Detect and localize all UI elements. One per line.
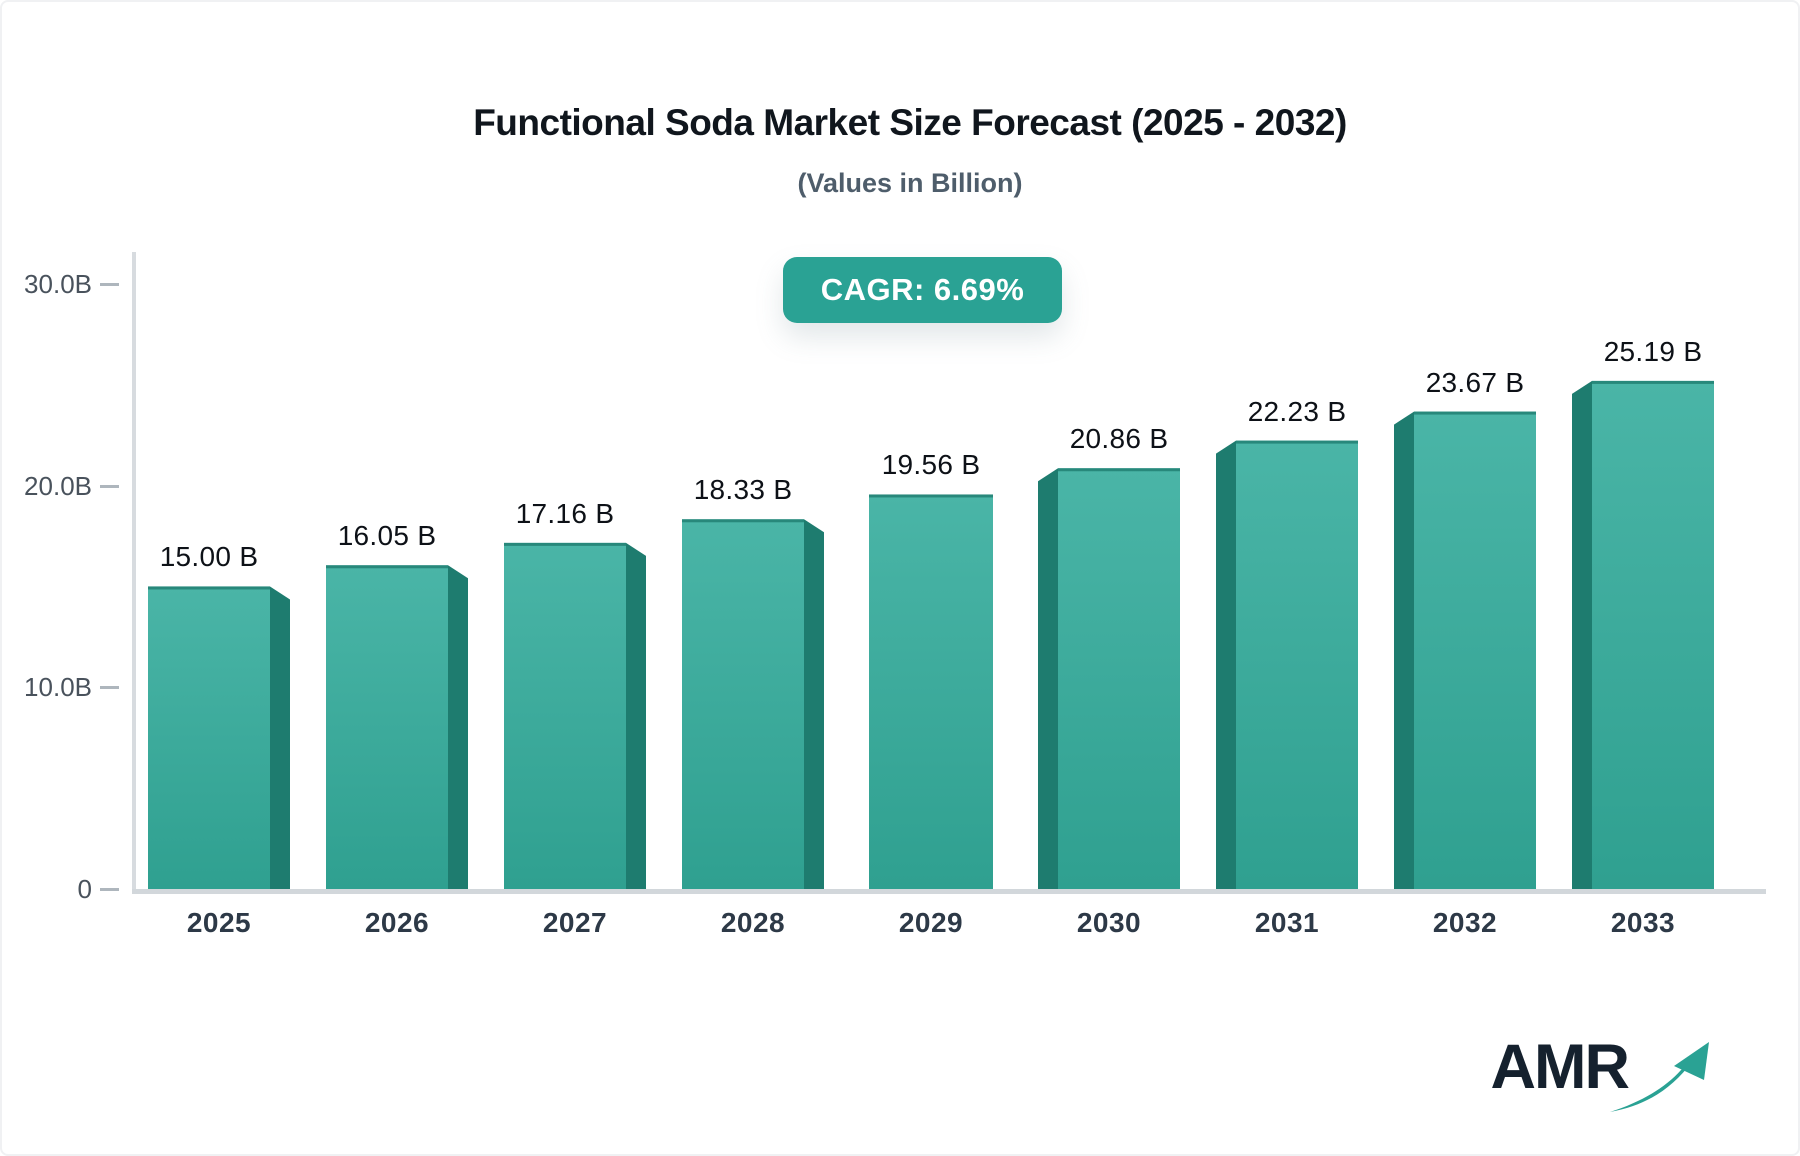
bar-side-face [270, 586, 290, 889]
bar-side-face [1038, 468, 1058, 889]
bar-value-label: 20.86 B [1069, 423, 1169, 455]
bar-value-label: 23.67 B [1425, 366, 1525, 398]
y-axis-tick-label: 30.0B [24, 268, 92, 299]
bar-top-edge [1592, 380, 1714, 384]
bar-top-edge [1236, 440, 1358, 444]
x-axis-label: 2026 [364, 907, 430, 938]
bar-side-face [448, 565, 468, 889]
bar-top-edge [326, 565, 448, 569]
bar-side-face [1394, 411, 1414, 889]
y-axis-line [132, 252, 136, 893]
x-axis-label: 2029 [898, 907, 964, 938]
y-axis-tick-label: 10.0B [24, 672, 92, 703]
amr-logo-text: AMR [1490, 1032, 1630, 1102]
bar-value-label: 25.19 B [1603, 335, 1703, 367]
y-axis-tick-mark [100, 484, 119, 488]
bar [148, 586, 270, 889]
bar-side-face [1572, 380, 1592, 889]
bar-top-edge [504, 542, 626, 546]
bar [1592, 380, 1714, 889]
bar-value-label: 17.16 B [515, 497, 615, 529]
y-axis-tick-mark [100, 282, 119, 286]
bar-value-label: 15.00 B [159, 541, 259, 573]
x-axis-label: 2031 [1254, 907, 1320, 938]
bar-top-edge [869, 494, 993, 498]
growth-arrow-icon [1610, 1042, 1709, 1112]
bar-top-edge [148, 586, 270, 590]
cagr-badge: CAGR: 6.69% [782, 257, 1063, 323]
bar-side-face [626, 542, 646, 889]
x-axis-line [132, 889, 1766, 894]
bar-top-edge [1058, 468, 1180, 472]
chart-title: Functional Soda Market Size Forecast (20… [473, 102, 1347, 143]
bar-top-edge [682, 519, 804, 523]
bar [1058, 468, 1180, 889]
x-axis-label: 2025 [186, 907, 252, 938]
bar-value-label: 19.56 B [881, 449, 981, 481]
amr-logo: AMR [1491, 1036, 1712, 1116]
bar-value-label: 16.05 B [337, 520, 437, 552]
cagr-badge-row: CAGR: 6.69% [47, 257, 1798, 323]
bar-value-label: 22.23 B [1247, 395, 1347, 427]
bar-value-label: 18.33 B [693, 474, 793, 506]
x-axis-label: 2027 [542, 907, 608, 938]
bar [682, 519, 804, 889]
x-axis-label: 2028 [720, 907, 786, 938]
chart-subtitle: (Values in Billion) [797, 168, 1023, 198]
x-axis-label: 2030 [1076, 907, 1142, 938]
bar [1236, 440, 1358, 889]
x-axis-label: 2033 [1610, 907, 1676, 938]
bar-side-face [1216, 440, 1236, 889]
x-axis-label: 2032 [1432, 907, 1498, 938]
y-axis-tick-label: 20.0B [24, 470, 92, 501]
y-axis-tick-mark [100, 888, 119, 891]
y-axis-tick-mark [100, 686, 119, 690]
bar [326, 565, 448, 889]
bar-side-face [804, 519, 824, 889]
y-axis-tick-label: 0 [77, 874, 92, 904]
bar [504, 542, 626, 889]
bar [1414, 411, 1536, 889]
bar [869, 494, 993, 889]
bar-top-edge [1414, 411, 1536, 415]
